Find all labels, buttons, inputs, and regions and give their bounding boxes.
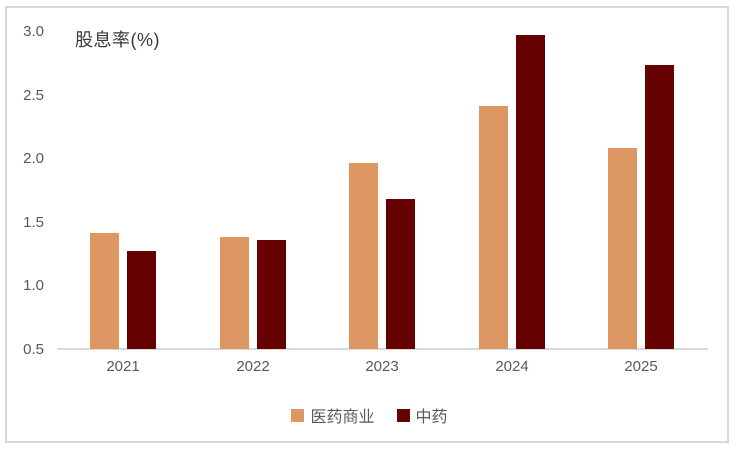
legend-swatch-icon <box>396 408 410 422</box>
legend: 医药商业 中药 <box>0 403 739 427</box>
x-tick-label: 2024 <box>495 358 529 375</box>
y-tick-label: 3.0 <box>23 23 44 40</box>
bar-医药商业-2022 <box>220 237 249 349</box>
bar-中药-2021 <box>127 251 156 349</box>
x-axis-line <box>57 348 708 350</box>
y-tick-label: 1.5 <box>23 213 44 231</box>
bar-医药商业-2024 <box>479 106 508 349</box>
bar-中药-2025 <box>645 65 674 349</box>
bar-医药商业-2023 <box>349 163 378 349</box>
legend-item: 医药商业 <box>291 403 375 427</box>
y-tick-label: 0.5 <box>23 341 44 358</box>
bar-中药-2024 <box>516 35 545 349</box>
legend-item: 中药 <box>396 403 448 427</box>
legend-swatch-icon <box>291 408 305 422</box>
legend-label: 医药商业 <box>310 409 375 426</box>
legend-label: 中药 <box>415 409 448 426</box>
x-tick-label: 2021 <box>106 358 140 375</box>
x-tick-label: 2022 <box>236 358 270 375</box>
y-tick-label: 2.5 <box>23 86 44 104</box>
bar-医药商业-2021 <box>90 233 119 349</box>
y-tick-label: 1.0 <box>23 277 44 295</box>
x-tick-label: 2023 <box>365 358 399 375</box>
bar-中药-2023 <box>386 199 415 349</box>
bar-医药商业-2025 <box>608 148 637 349</box>
chart-title: 股息率(%) <box>75 30 160 50</box>
y-tick-label: 2.0 <box>23 150 44 168</box>
x-tick-label: 2025 <box>624 358 658 375</box>
bar-中药-2022 <box>257 240 286 349</box>
